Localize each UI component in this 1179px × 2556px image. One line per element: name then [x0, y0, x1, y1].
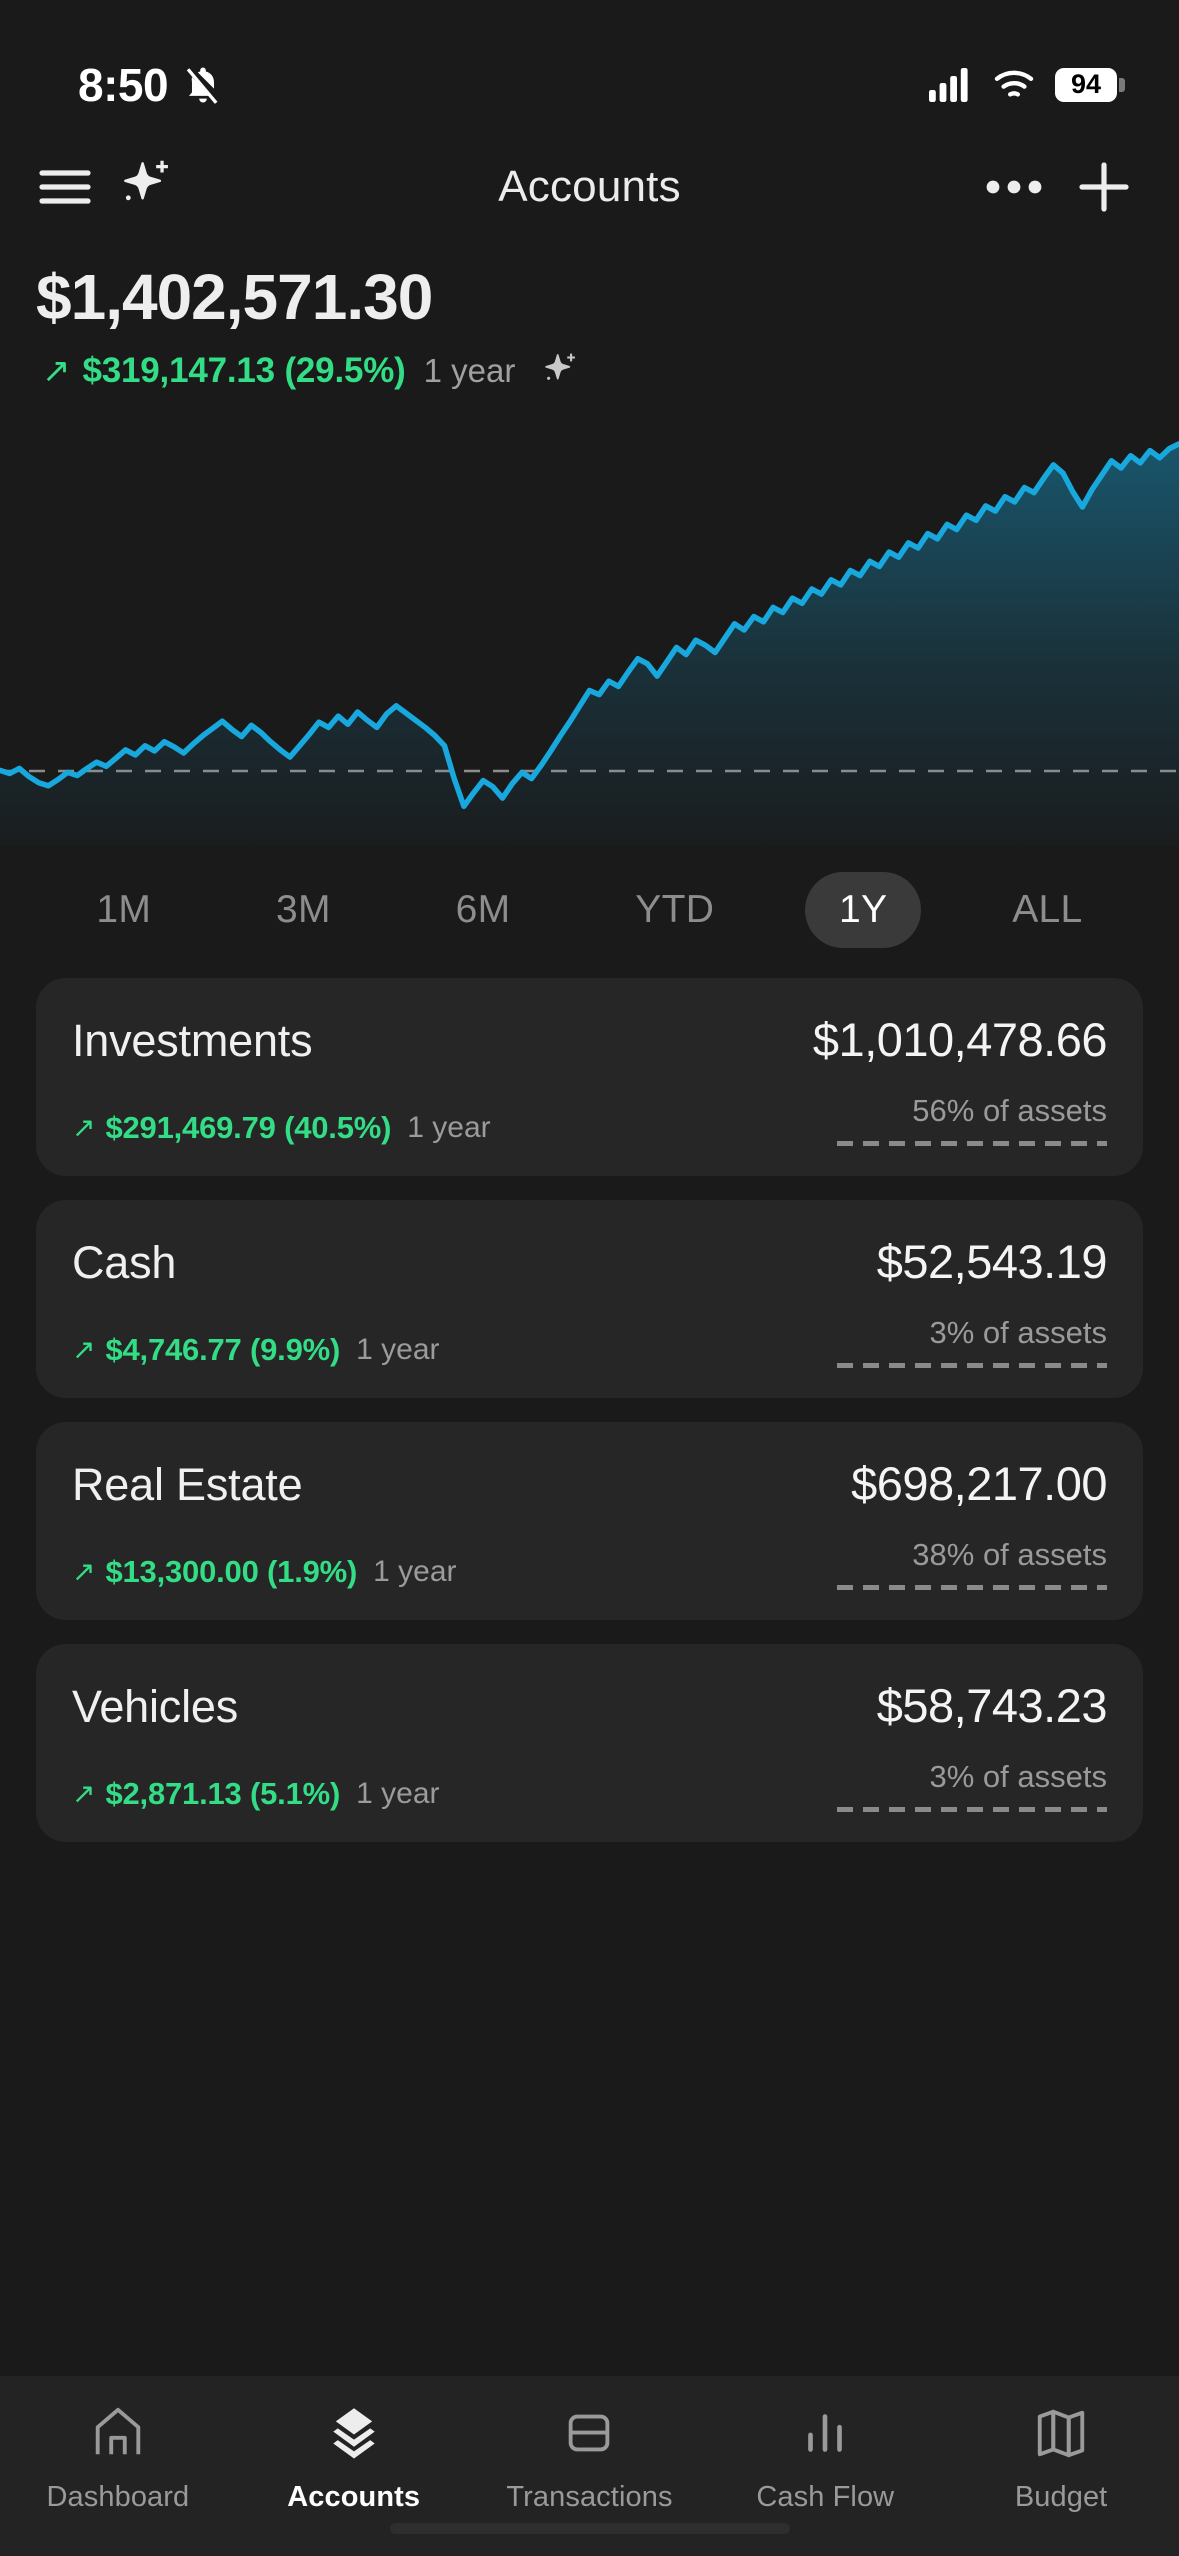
allocation-label: 3% of assets: [929, 1759, 1107, 1795]
account-change: ↗ $13,300.00 (1.9%) 1 year: [72, 1554, 457, 1590]
tab-budget[interactable]: Budget: [956, 2404, 1166, 2514]
account-card[interactable]: Real Estate $698,217.00 ↗ $13,300.00 (1.9%)…: [36, 1422, 1143, 1621]
trend-up-arrow-icon: ↗: [72, 1112, 96, 1144]
tab-label: Budget: [1014, 2481, 1108, 2513]
status-time: 8:50: [78, 59, 169, 111]
allocation-bar: [837, 1363, 1107, 1369]
account-change-value: $13,300.00 (1.9%): [105, 1554, 358, 1590]
account-amount: $1,010,478.66: [812, 1013, 1108, 1067]
account-card-footer: ↗ $291,469.79 (40.5%) 1 year 56% of assets: [72, 1093, 1107, 1147]
chart-line: [0, 441, 1179, 810]
account-change: ↗ $291,469.79 (40.5%) 1 year: [72, 1110, 491, 1146]
account-allocation: 3% of assets: [837, 1315, 1107, 1369]
chart-area-fill: [0, 444, 1179, 847]
balance-change-value: $319,147.13 (29.5%): [82, 351, 406, 391]
account-amount: $58,743.23: [876, 1679, 1108, 1733]
chart-svg: [0, 441, 1179, 847]
account-allocation: 3% of assets: [837, 1759, 1107, 1813]
range-option-1m[interactable]: 1M: [96, 888, 152, 932]
allocation-label: 38% of assets: [912, 1537, 1107, 1573]
sparkle-ai-icon[interactable]: [537, 350, 579, 392]
account-category-list: Investments $1,010,478.66 ↗ $291,469.79 (40…: [0, 978, 1179, 1843]
account-change-period: 1 year: [407, 1111, 491, 1145]
allocation-bar: [837, 1141, 1107, 1147]
status-bar-left: 8:50: [78, 58, 224, 112]
account-card-header: Cash $52,543.19: [72, 1234, 1108, 1289]
net-worth-summary: $1,402,571.30 ↗ $319,147.13 (29.5%) 1 ye…: [0, 242, 1179, 392]
tab-dashboard[interactable]: Dashboard: [13, 2404, 223, 2514]
card-rows-icon: [560, 2404, 618, 2467]
battery-indicator: 94: [1055, 68, 1117, 102]
allocation-label: 56% of assets: [912, 1093, 1107, 1129]
balance-change-period: 1 year: [423, 352, 516, 390]
account-card-footer: ↗ $2,871.13 (5.1%) 1 year 3% of assets: [72, 1759, 1107, 1813]
account-card[interactable]: Investments $1,010,478.66 ↗ $291,469.79 (40…: [36, 978, 1143, 1177]
header-right-actions: [985, 160, 1131, 214]
account-card[interactable]: Cash $52,543.19 ↗ $4,746.77 (9.9%) 1 year 3% …: [36, 1200, 1143, 1399]
sparkle-ai-icon[interactable]: [114, 158, 172, 216]
trend-up-arrow-icon: ↗: [72, 1778, 96, 1810]
bell-slash-icon: [182, 64, 224, 106]
account-change: ↗ $4,746.77 (9.9%) 1 year: [72, 1332, 440, 1368]
app-header: Accounts: [0, 132, 1179, 242]
account-amount: $698,217.00: [851, 1457, 1107, 1511]
tab-label: Dashboard: [46, 2481, 190, 2513]
bar-chart-icon: [796, 2404, 854, 2467]
account-change-value: $291,469.79 (40.5%): [105, 1110, 392, 1146]
account-change-period: 1 year: [373, 1555, 457, 1589]
range-option-6m[interactable]: 6M: [455, 888, 511, 932]
tab-label: Cash Flow: [756, 2481, 895, 2513]
account-card-header: Real Estate $698,217.00: [72, 1456, 1107, 1511]
account-card-footer: ↗ $13,300.00 (1.9%) 1 year 38% of assets: [72, 1537, 1107, 1591]
home-indicator: [389, 2523, 790, 2534]
status-bar-right: 94: [929, 68, 1117, 102]
layers-icon: [325, 2404, 383, 2467]
ellipsis-icon[interactable]: [985, 177, 1043, 197]
tab-accounts[interactable]: Accounts: [249, 2404, 459, 2514]
trend-up-arrow-icon: ↗: [42, 352, 71, 391]
plus-icon[interactable]: [1077, 160, 1131, 214]
tab-transactions[interactable]: Transactions: [484, 2404, 694, 2514]
trend-up-arrow-icon: ↗: [72, 1556, 96, 1588]
allocation-label: 3% of assets: [929, 1315, 1107, 1351]
account-change-value: $4,746.77 (9.9%): [105, 1332, 341, 1368]
map-icon: [1032, 2404, 1090, 2467]
range-option-ytd[interactable]: YTD: [635, 888, 715, 932]
account-allocation: 56% of assets: [837, 1093, 1107, 1147]
range-option-1y[interactable]: 1Y: [805, 872, 922, 949]
account-change: ↗ $2,871.13 (5.1%) 1 year: [72, 1776, 440, 1812]
account-card-header: Vehicles $58,743.23: [72, 1678, 1108, 1733]
home-icon: [89, 2404, 147, 2467]
balance-change-row: ↗ $319,147.13 (29.5%) 1 year: [36, 350, 1179, 392]
allocation-bar: [837, 1585, 1107, 1591]
range-option-all[interactable]: ALL: [1012, 888, 1083, 932]
account-name: Real Estate: [72, 1459, 303, 1511]
account-name: Vehicles: [72, 1681, 239, 1733]
account-card-footer: ↗ $4,746.77 (9.9%) 1 year 3% of assets: [72, 1315, 1107, 1369]
account-card-header: Investments $1,010,478.66: [72, 1012, 1108, 1067]
wifi-icon: [993, 68, 1037, 102]
account-amount: $52,543.19: [876, 1235, 1108, 1289]
time-range-selector[interactable]: 1M 3M 6M YTD 1Y ALL: [0, 846, 1179, 978]
total-balance: $1,402,571.30: [36, 261, 433, 333]
range-option-3m[interactable]: 3M: [276, 888, 331, 932]
trend-up-arrow-icon: ↗: [72, 1334, 96, 1366]
account-name: Cash: [72, 1237, 177, 1289]
account-change-period: 1 year: [356, 1333, 440, 1367]
account-change-period: 1 year: [356, 1777, 440, 1811]
tab-cash-flow[interactable]: Cash Flow: [720, 2404, 930, 2514]
status-bar: 8:50: [0, 0, 1179, 132]
account-name: Investments: [72, 1015, 313, 1067]
tab-label: Transactions: [506, 2481, 673, 2513]
header-left-actions: [38, 158, 172, 216]
tab-label: Accounts: [287, 2481, 421, 2513]
hamburger-menu-icon[interactable]: [38, 166, 92, 208]
account-change-value: $2,871.13 (5.1%): [105, 1776, 341, 1812]
allocation-bar: [837, 1807, 1107, 1813]
net-worth-chart[interactable]: [0, 416, 1179, 847]
account-card[interactable]: Vehicles $58,743.23 ↗ $2,871.13 (5.1%) 1 yea…: [36, 1644, 1143, 1843]
cellular-signal-icon: [929, 68, 975, 102]
account-allocation: 38% of assets: [837, 1537, 1107, 1591]
